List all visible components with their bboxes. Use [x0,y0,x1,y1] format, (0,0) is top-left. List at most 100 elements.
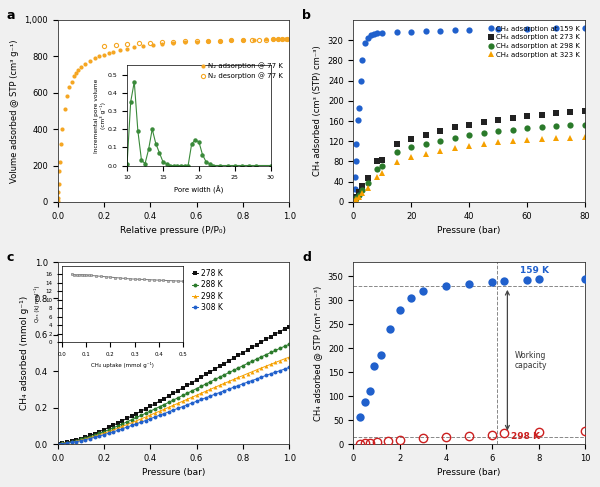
N₂ adsorption @ 77 K [181,39,188,45]
N₂ adsorption @ 77 K [170,40,177,46]
CH₄ adsorption at 159 K [357,77,364,83]
CH₄ adsorption at 273 K [350,198,358,204]
N₂ adsorption @ 77 K [96,54,103,59]
308 K [124,424,131,430]
N₂ desorption @ 77 K [228,37,235,43]
X-axis label: Pressure (bar): Pressure (bar) [437,468,501,477]
278 K [281,326,288,332]
CH₄ adsorption at 323 K [350,199,358,205]
N₂ adsorption @ 77 K [75,67,82,73]
CH₄ adsorption at 323 K [407,154,415,160]
N₂ adsorption @ 77 K [73,70,80,75]
N₂ desorption @ 77 K [283,36,290,41]
CH₄ adsorption at 298 K [523,125,530,131]
N₂ adsorption @ 77 K [105,50,112,56]
CH₄ adsorption at 159 K [352,159,359,165]
CH₄ adsorption at 273 K [358,183,365,188]
CH₄ adsorption at 159 K [407,29,415,35]
N₂ adsorption @ 77 K [283,36,290,41]
N₂ adsorption @ 77 K [86,58,94,64]
N₂ adsorption @ 77 K [130,44,137,50]
CH₄ adsorption at 298 K [350,199,358,205]
N₂ adsorption @ 77 K [228,37,235,43]
N₂ adsorption @ 77 K [124,46,131,52]
CH₄ adsorption at 159 K [451,27,458,33]
298 K [105,429,112,434]
N₂ adsorption @ 77 K [205,38,212,44]
N₂ desorption @ 77 K [135,40,142,46]
CH₄ adsorption at 298 K [480,130,487,136]
CH₄ adsorption at 159 K [373,30,380,36]
298 K [124,422,131,428]
N₂ adsorption @ 77 K [110,49,117,55]
CH₄ adsorption at 323 K [523,137,530,143]
N₂ adsorption @ 77 K [55,189,62,195]
CH₄ adsorption at 323 K [509,138,516,144]
308 K [54,441,61,447]
N₂ desorption @ 77 K [158,39,166,45]
CH₄ adsorption at 159 K [354,116,361,122]
CH₄ adsorption at 298 K [437,138,444,144]
CH₄ adsorption at 323 K [353,196,360,202]
CH₄ adsorption at 159 K [393,29,400,35]
N₂ adsorption @ 77 K [65,84,73,90]
Legend: CH₄ adsorption at 159 K, CH₄ adsorption at 273 K, CH₄ adsorption at 298 K, CH₄ a: CH₄ adsorption at 159 K, CH₄ adsorption … [487,23,581,60]
278 K [286,324,293,330]
278 K [105,425,112,431]
CH₄ adsorption at 323 K [373,174,380,180]
308 K [281,366,288,372]
N₂ desorption @ 77 K [193,38,200,44]
288 K [286,341,293,347]
288 K [105,427,112,433]
N₂ adsorption @ 77 K [116,47,124,53]
CH₄ adsorption at 273 K [373,159,380,165]
CH₄ adsorption at 273 K [480,119,487,125]
CH₄ adsorption at 159 K [351,187,358,192]
CH₄ adsorption at 323 K [379,170,386,176]
N₂ adsorption @ 77 K [262,37,269,42]
298 K [128,420,136,426]
N₂ desorption @ 77 K [205,38,212,44]
278 K [54,441,61,447]
CH₄ adsorption at 298 K [356,192,363,198]
N₂ desorption @ 77 K [248,37,256,43]
N₂ adsorption @ 77 K [56,168,63,174]
Line: 308 K: 308 K [56,365,291,446]
CH₄ adsorption at 159 K [581,25,589,31]
N₂ adsorption @ 77 K [54,198,61,204]
CH₄ adsorption at 273 K [437,128,444,134]
N₂ desorption @ 77 K [181,38,188,44]
CH₄ adsorption at 273 K [509,115,516,121]
CH₄ adsorption at 323 K [581,134,589,140]
Line: N₂ adsorption @ 77 K: N₂ adsorption @ 77 K [56,37,289,203]
N₂ adsorption @ 77 K [82,61,89,67]
288 K [54,441,61,447]
CH₄ adsorption at 273 K [356,189,363,195]
CH₄ adsorption at 273 K [451,124,458,130]
CH₄ adsorption at 323 K [437,149,444,154]
308 K [128,423,136,429]
308 K [207,393,214,399]
CH₄ adsorption at 298 K [451,135,458,141]
N₂ adsorption @ 77 K [77,64,85,70]
CH₄ adsorption at 298 K [379,163,386,169]
N₂ desorption @ 77 K [124,41,131,47]
Legend: N₂ adsorption @ 77 K, N₂ desorption @ 77 K: N₂ adsorption @ 77 K, N₂ desorption @ 77… [197,59,286,82]
308 K [221,388,228,393]
CH₄ adsorption at 323 K [494,139,502,145]
CH₄ adsorption at 159 K [356,106,363,112]
Line: 278 K: 278 K [56,325,291,446]
CH₄ adsorption at 273 K [567,109,574,115]
N₂ adsorption @ 77 K [91,55,98,61]
CH₄ adsorption at 159 K [370,31,377,37]
N₂ adsorption @ 77 K [274,36,281,42]
Line: CH₄ adsorption at 273 K: CH₄ adsorption at 273 K [351,108,588,204]
CH₄ adsorption at 273 K [581,108,589,114]
Text: d: d [302,251,311,264]
N₂ adsorption @ 77 K [58,141,65,147]
CH₄ adsorption at 159 K [494,26,502,32]
Y-axis label: CH₄ adsorbed (mmol g⁻¹): CH₄ adsorbed (mmol g⁻¹) [20,296,29,410]
298 K [281,356,288,362]
CH₄ adsorption at 273 K [353,194,360,200]
N₂ adsorption @ 77 K [140,43,147,49]
